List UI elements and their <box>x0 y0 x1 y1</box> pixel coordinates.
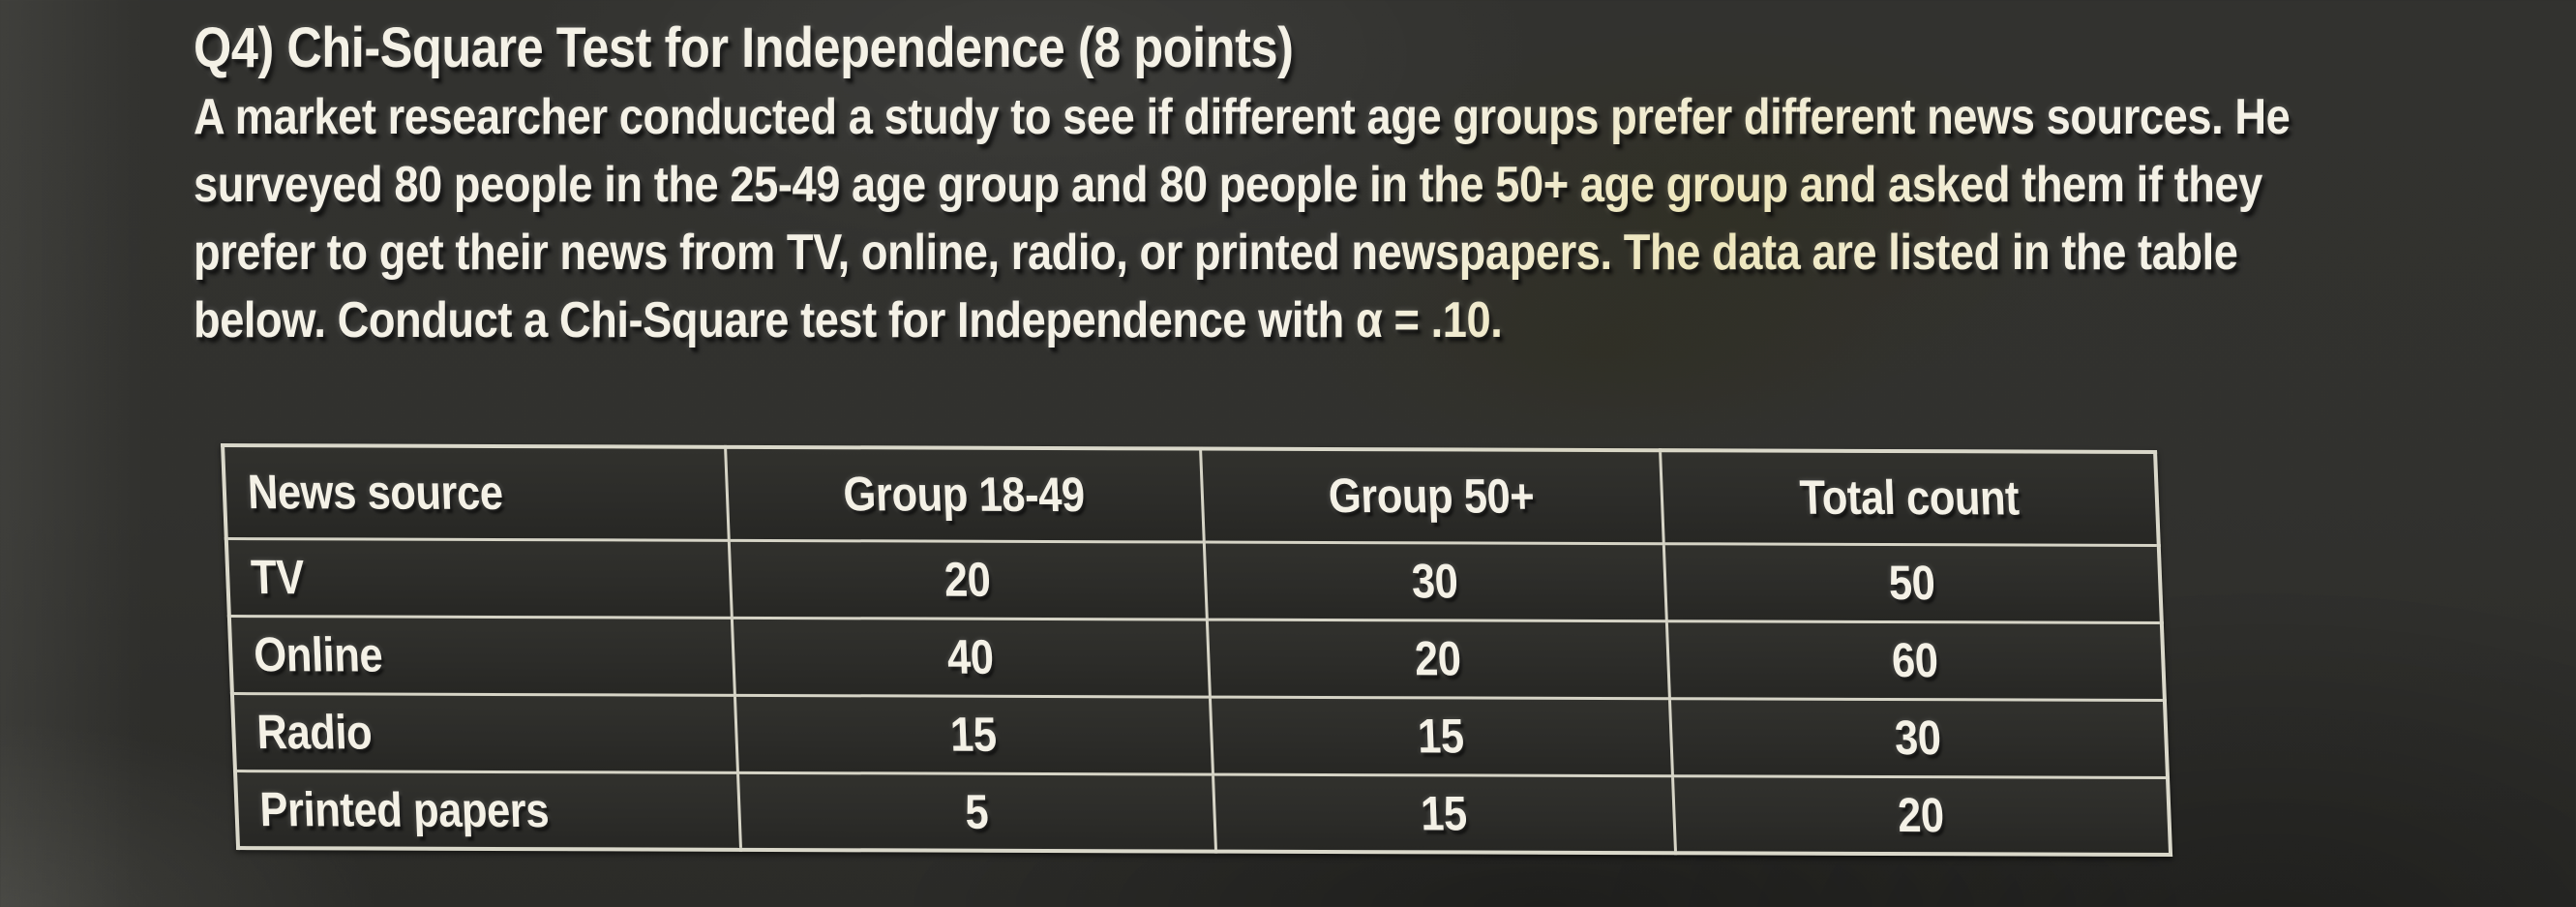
row-label: Printed papers <box>234 771 741 850</box>
question-title: Q4) Chi-Square Test for Independence (8 … <box>194 15 1457 81</box>
paragraph-line: surveyed 80 people in the 25-49 age grou… <box>194 157 2262 213</box>
header-row: News source Group 18-49 Group 50+ Total … <box>223 445 2159 545</box>
column-header-news-source: News source <box>223 445 729 540</box>
problem-statement: A market researcher conducted a study to… <box>194 83 2576 354</box>
cell-value: 20 <box>1206 619 1669 699</box>
table-row-printed-papers: Printed papers 5 15 20 <box>234 771 2172 856</box>
row-label: Radio <box>231 693 737 772</box>
cell-value: 15 <box>734 694 1213 774</box>
cell-value: 15 <box>1209 696 1672 776</box>
cell-value: 20 <box>1671 775 2172 856</box>
row-label: Online <box>228 616 734 695</box>
table-row-radio: Radio 15 15 30 <box>231 693 2168 778</box>
news-source-table: News source Group 18-49 Group 50+ Total … <box>221 443 2173 858</box>
row-label: TV <box>225 538 732 618</box>
cell-value: 40 <box>731 617 1210 697</box>
cell-value: 5 <box>736 771 1216 852</box>
cell-value: 30 <box>1668 698 2168 778</box>
cell-value: 20 <box>728 539 1207 620</box>
paragraph-line: below. Conduct a Chi-Square test for Ind… <box>194 292 1503 348</box>
cell-value: 60 <box>1665 620 2165 701</box>
column-header-group-50-plus: Group 50+ <box>1200 448 1663 544</box>
question-title-text: Q4) Chi-Square Test for Independence (8 … <box>194 16 1294 79</box>
column-header-group-18-49: Group 18-49 <box>725 446 1204 542</box>
table-row-online: Online 40 20 60 <box>228 616 2165 701</box>
column-header-total-count: Total count <box>1660 450 2159 545</box>
paragraph-line: prefer to get their news from TV, online… <box>194 225 2238 281</box>
cell-value: 50 <box>1662 543 2162 623</box>
paragraph-line: A market researcher conducted a study to… <box>194 89 2291 145</box>
cell-value: 30 <box>1203 541 1666 621</box>
table-row-tv: TV 20 30 50 <box>225 538 2162 623</box>
cell-value: 15 <box>1212 773 1676 854</box>
data-table-container: News source Group 18-49 Group 50+ Total … <box>221 443 2173 858</box>
